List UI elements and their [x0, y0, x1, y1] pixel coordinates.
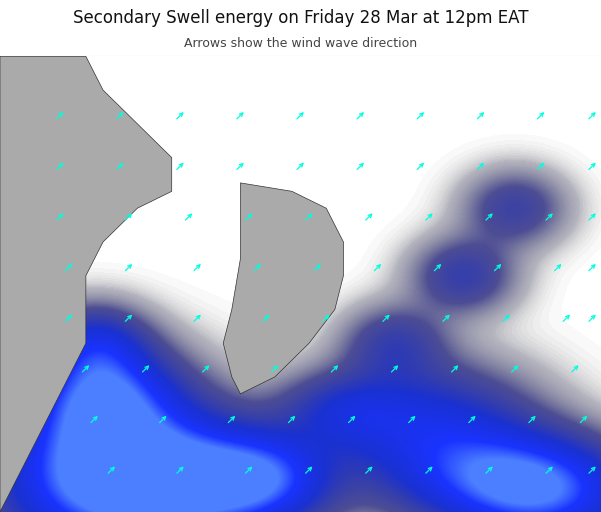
Text: Arrows show the wind wave direction: Arrows show the wind wave direction [184, 37, 417, 50]
Polygon shape [223, 183, 343, 394]
Polygon shape [0, 56, 172, 512]
Text: Secondary Swell energy on Friday 28 Mar at 12pm EAT: Secondary Swell energy on Friday 28 Mar … [73, 9, 528, 27]
